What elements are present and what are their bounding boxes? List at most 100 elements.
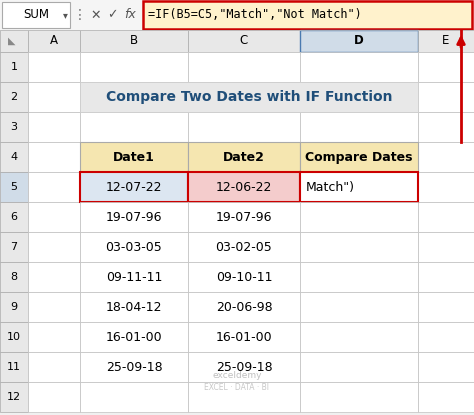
Bar bbox=[80, 292, 188, 322]
Bar bbox=[80, 172, 188, 202]
Bar bbox=[0, 142, 28, 172]
Text: Date1: Date1 bbox=[113, 151, 155, 164]
Text: 25-09-18: 25-09-18 bbox=[216, 361, 272, 374]
Bar bbox=[28, 142, 80, 172]
Text: 03-03-05: 03-03-05 bbox=[106, 241, 163, 254]
Bar bbox=[300, 112, 418, 142]
Bar bbox=[188, 202, 300, 232]
Bar bbox=[0, 112, 28, 142]
Text: ⋮: ⋮ bbox=[73, 8, 87, 22]
Text: D: D bbox=[354, 34, 364, 47]
Bar bbox=[188, 352, 300, 382]
Bar bbox=[80, 322, 188, 352]
Bar bbox=[80, 322, 188, 352]
Text: 1: 1 bbox=[10, 62, 18, 72]
Text: 11: 11 bbox=[7, 362, 21, 372]
Bar bbox=[188, 322, 300, 352]
Bar bbox=[188, 262, 300, 292]
Bar bbox=[0, 352, 28, 382]
Bar bbox=[28, 292, 80, 322]
Bar bbox=[300, 292, 418, 322]
Text: 12-07-22: 12-07-22 bbox=[106, 181, 162, 193]
Bar bbox=[0, 292, 28, 322]
Bar bbox=[188, 292, 300, 322]
Text: 19-07-96: 19-07-96 bbox=[216, 210, 272, 224]
Text: 12-06-22: 12-06-22 bbox=[216, 181, 272, 193]
Text: 10: 10 bbox=[7, 332, 21, 342]
Bar bbox=[300, 202, 418, 232]
Bar bbox=[418, 112, 474, 142]
Bar bbox=[28, 202, 80, 232]
Bar bbox=[418, 232, 474, 262]
Bar bbox=[418, 202, 474, 232]
Text: 19-07-96: 19-07-96 bbox=[106, 210, 162, 224]
Text: exceldemy: exceldemy bbox=[212, 371, 262, 379]
Bar bbox=[0, 172, 28, 202]
Bar bbox=[80, 112, 188, 142]
Text: 3: 3 bbox=[10, 122, 18, 132]
Text: fx: fx bbox=[124, 8, 136, 22]
Bar bbox=[300, 52, 418, 82]
Text: Compare Two Dates with IF Function: Compare Two Dates with IF Function bbox=[106, 90, 392, 104]
Bar bbox=[188, 232, 300, 262]
Bar bbox=[28, 172, 80, 202]
Bar bbox=[28, 30, 80, 52]
Bar bbox=[0, 382, 28, 412]
Bar bbox=[188, 112, 300, 142]
Bar bbox=[0, 232, 28, 262]
Bar bbox=[188, 142, 300, 172]
Bar bbox=[418, 382, 474, 412]
Bar bbox=[188, 352, 300, 382]
Bar bbox=[188, 30, 300, 52]
Bar bbox=[300, 142, 418, 172]
Bar bbox=[28, 322, 80, 352]
Text: 2: 2 bbox=[10, 92, 18, 102]
Bar bbox=[80, 52, 188, 82]
Bar bbox=[188, 82, 300, 112]
Bar bbox=[418, 52, 474, 82]
Bar bbox=[0, 82, 28, 112]
Bar bbox=[0, 262, 28, 292]
Bar bbox=[418, 352, 474, 382]
Bar bbox=[300, 352, 418, 382]
Text: 5: 5 bbox=[10, 182, 18, 192]
Bar bbox=[300, 262, 418, 292]
Text: 16-01-00: 16-01-00 bbox=[216, 330, 272, 344]
Text: SUM: SUM bbox=[23, 8, 49, 22]
Text: ◣: ◣ bbox=[8, 36, 16, 46]
Bar bbox=[0, 52, 28, 82]
Bar bbox=[0, 0, 474, 30]
Bar bbox=[80, 172, 188, 202]
Bar bbox=[300, 202, 418, 232]
Text: 9: 9 bbox=[10, 302, 18, 312]
Text: ▾: ▾ bbox=[63, 10, 67, 20]
Text: Match"): Match") bbox=[306, 181, 355, 193]
Bar bbox=[28, 52, 80, 82]
Bar bbox=[80, 142, 188, 172]
Bar bbox=[0, 322, 28, 352]
Text: ✓: ✓ bbox=[107, 8, 117, 22]
Bar bbox=[300, 172, 418, 202]
Bar bbox=[0, 202, 28, 232]
Bar bbox=[188, 52, 300, 82]
Bar bbox=[80, 202, 188, 232]
Bar bbox=[418, 262, 474, 292]
Text: 25-09-18: 25-09-18 bbox=[106, 361, 162, 374]
Bar bbox=[80, 232, 188, 262]
Bar bbox=[28, 382, 80, 412]
Bar bbox=[80, 352, 188, 382]
Bar bbox=[300, 382, 418, 412]
Bar bbox=[80, 82, 418, 112]
Text: 20-06-98: 20-06-98 bbox=[216, 300, 272, 313]
Bar bbox=[188, 202, 300, 232]
Bar bbox=[300, 322, 418, 352]
Text: 6: 6 bbox=[10, 212, 18, 222]
Text: E: E bbox=[442, 34, 450, 47]
Text: 4: 4 bbox=[10, 152, 18, 162]
Bar bbox=[300, 30, 418, 52]
Text: 09-11-11: 09-11-11 bbox=[106, 271, 162, 283]
Text: 03-02-05: 03-02-05 bbox=[216, 241, 273, 254]
Bar bbox=[28, 262, 80, 292]
Text: 8: 8 bbox=[10, 272, 18, 282]
Bar bbox=[188, 322, 300, 352]
